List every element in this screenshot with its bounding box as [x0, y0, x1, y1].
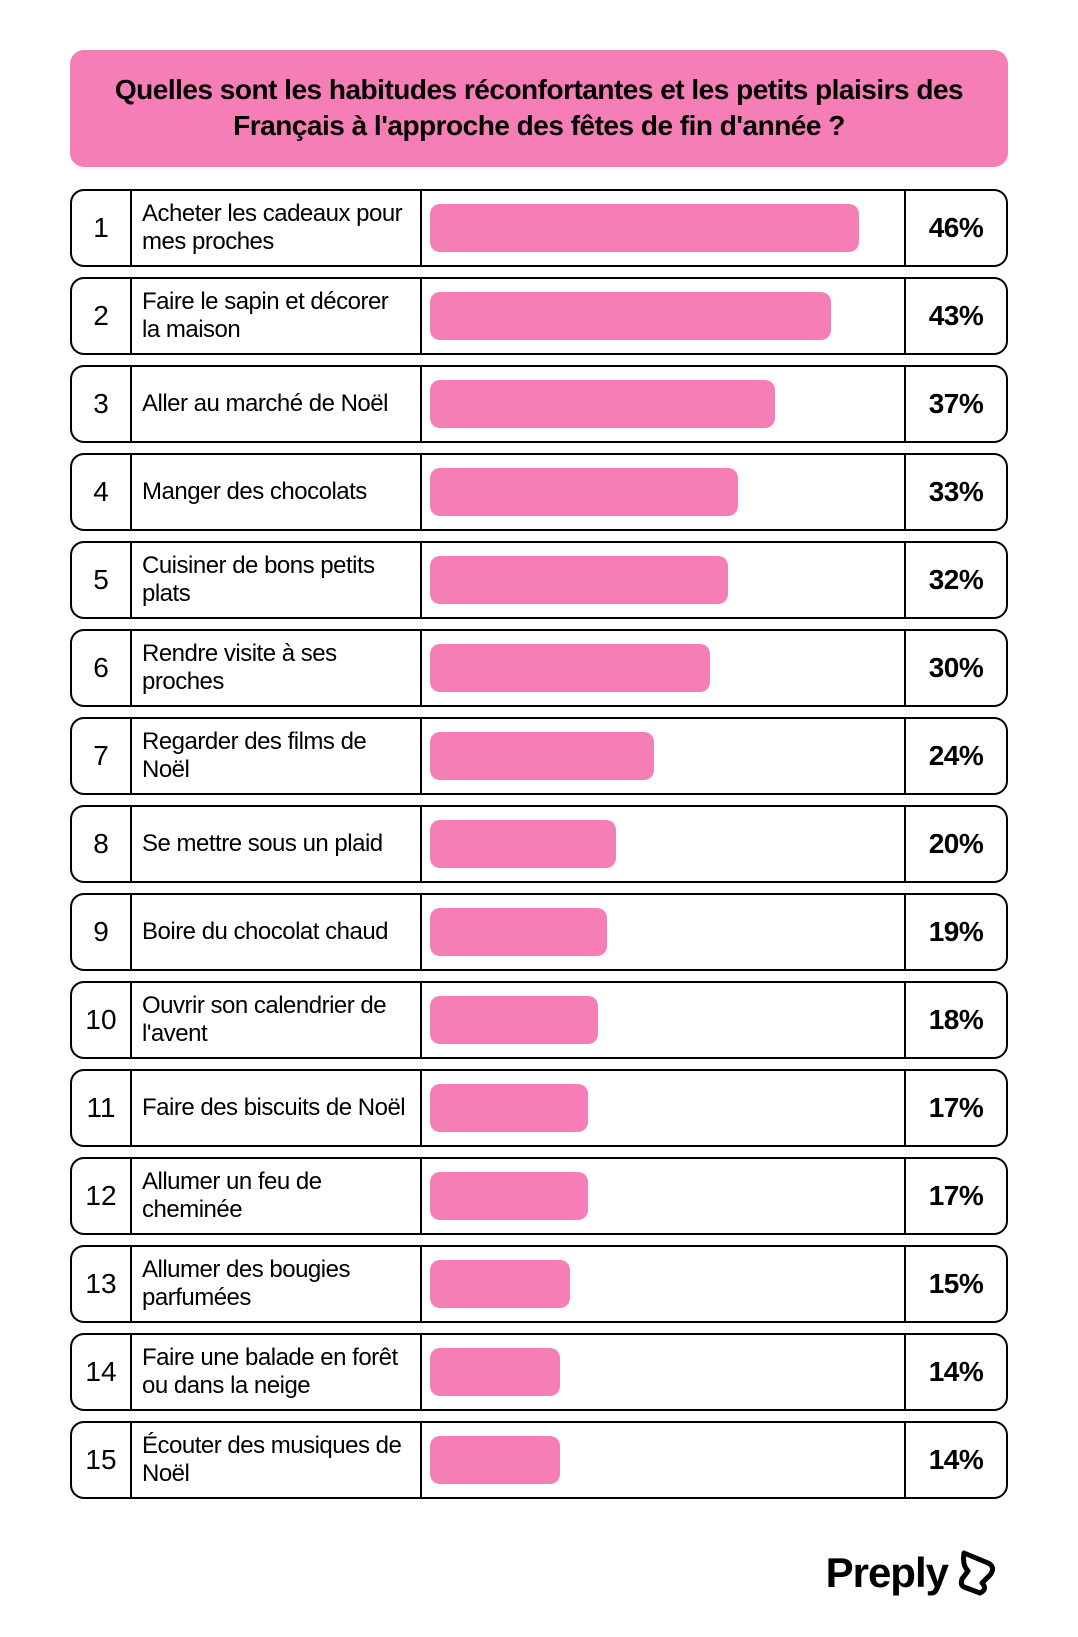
bar [430, 468, 738, 516]
rank-cell: 14 [72, 1335, 132, 1409]
percent-cell: 20% [906, 807, 1006, 881]
percent-cell: 32% [906, 543, 1006, 617]
label-cell: Acheter les cadeaux pour mes proches [132, 191, 422, 265]
percent-cell: 46% [906, 191, 1006, 265]
label-cell: Faire une balade en forêt ou dans la nei… [132, 1335, 422, 1409]
bar-cell [422, 719, 906, 793]
chart-row: 13Allumer des bougies parfumées 15% [70, 1245, 1008, 1323]
bar-cell [422, 279, 906, 353]
rank-cell: 7 [72, 719, 132, 793]
chart-row: 5Cuisiner de bons petits plats 32% [70, 541, 1008, 619]
brand-footer: Preply [70, 1549, 1008, 1597]
label-cell: Cuisiner de bons petits plats [132, 543, 422, 617]
bar-cell [422, 807, 906, 881]
bar-cell [422, 455, 906, 529]
label-cell: Boire du chocolat chaud [132, 895, 422, 969]
bar [430, 292, 831, 340]
rank-cell: 2 [72, 279, 132, 353]
percent-cell: 14% [906, 1423, 1006, 1497]
label-cell: Faire des biscuits de Noël [132, 1071, 422, 1145]
label-cell: Se mettre sous un plaid [132, 807, 422, 881]
bar [430, 1348, 560, 1396]
bar-cell [422, 631, 906, 705]
bar-cell [422, 1247, 906, 1321]
rank-cell: 1 [72, 191, 132, 265]
chart-row: 8Se mettre sous un plaid 20% [70, 805, 1008, 883]
rank-cell: 8 [72, 807, 132, 881]
bar [430, 644, 710, 692]
percent-cell: 37% [906, 367, 1006, 441]
chart-row: 1Acheter les cadeaux pour mes proches 46% [70, 189, 1008, 267]
rank-cell: 10 [72, 983, 132, 1057]
brand-name: Preply [826, 1549, 948, 1597]
rank-cell: 12 [72, 1159, 132, 1233]
percent-cell: 24% [906, 719, 1006, 793]
chart-row: 11Faire des biscuits de Noël 17% [70, 1069, 1008, 1147]
percent-cell: 18% [906, 983, 1006, 1057]
bar-cell [422, 1159, 906, 1233]
rank-cell: 4 [72, 455, 132, 529]
bar [430, 1172, 588, 1220]
label-cell: Allumer des bougies parfumées [132, 1247, 422, 1321]
chart-rows: 1Acheter les cadeaux pour mes proches 46%… [70, 189, 1008, 1499]
bar-cell [422, 191, 906, 265]
bar-cell [422, 983, 906, 1057]
bar [430, 556, 728, 604]
rank-cell: 11 [72, 1071, 132, 1145]
bar-cell [422, 367, 906, 441]
bar [430, 996, 598, 1044]
label-cell: Écouter des musiques de Noël [132, 1423, 422, 1497]
chart-row: 9Boire du chocolat chaud 19% [70, 893, 1008, 971]
bar [430, 380, 775, 428]
chart-row: 12Allumer un feu de cheminée 17% [70, 1157, 1008, 1235]
label-cell: Allumer un feu de cheminée [132, 1159, 422, 1233]
bar-cell [422, 1335, 906, 1409]
chart-row: 10Ouvrir son calendrier de l'avent 18% [70, 981, 1008, 1059]
bar-cell [422, 895, 906, 969]
percent-cell: 15% [906, 1247, 1006, 1321]
bar-cell [422, 1423, 906, 1497]
chart-row: 15Écouter des musiques de Noël 14% [70, 1421, 1008, 1499]
rank-cell: 15 [72, 1423, 132, 1497]
chart-row: 2Faire le sapin et décorer la maison 43% [70, 277, 1008, 355]
chart-title: Quelles sont les habitudes réconfortante… [110, 72, 968, 145]
chart-row: 6 Rendre visite à ses proches 30% [70, 629, 1008, 707]
rank-cell: 3 [72, 367, 132, 441]
percent-cell: 17% [906, 1159, 1006, 1233]
percent-cell: 17% [906, 1071, 1006, 1145]
label-cell: Faire le sapin et décorer la maison [132, 279, 422, 353]
chart-row: 7Regarder des films de Noël 24% [70, 717, 1008, 795]
rank-cell: 5 [72, 543, 132, 617]
label-cell: Regarder des films de Noël [132, 719, 422, 793]
bar-cell [422, 543, 906, 617]
chart-row: 14Faire une balade en forêt ou dans la n… [70, 1333, 1008, 1411]
percent-cell: 19% [906, 895, 1006, 969]
label-cell: Manger des chocolats [132, 455, 422, 529]
rank-cell: 6 [72, 631, 132, 705]
percent-cell: 43% [906, 279, 1006, 353]
chart-row: 4Manger des chocolats 33% [70, 453, 1008, 531]
percent-cell: 14% [906, 1335, 1006, 1409]
bar [430, 1436, 560, 1484]
rank-cell: 13 [72, 1247, 132, 1321]
label-cell: Aller au marché de Noël [132, 367, 422, 441]
chart-row: 3Aller au marché de Noël 37% [70, 365, 1008, 443]
label-cell: Ouvrir son calendrier de l'avent [132, 983, 422, 1057]
percent-cell: 33% [906, 455, 1006, 529]
bar-cell [422, 1071, 906, 1145]
bar [430, 908, 607, 956]
rank-cell: 9 [72, 895, 132, 969]
label-cell: Rendre visite à ses proches [132, 631, 422, 705]
brand-logo-icon [958, 1549, 998, 1597]
chart-title-banner: Quelles sont les habitudes réconfortante… [70, 50, 1008, 167]
percent-cell: 30% [906, 631, 1006, 705]
bar [430, 1084, 588, 1132]
bar [430, 204, 859, 252]
bar [430, 732, 654, 780]
bar [430, 820, 616, 868]
bar [430, 1260, 570, 1308]
